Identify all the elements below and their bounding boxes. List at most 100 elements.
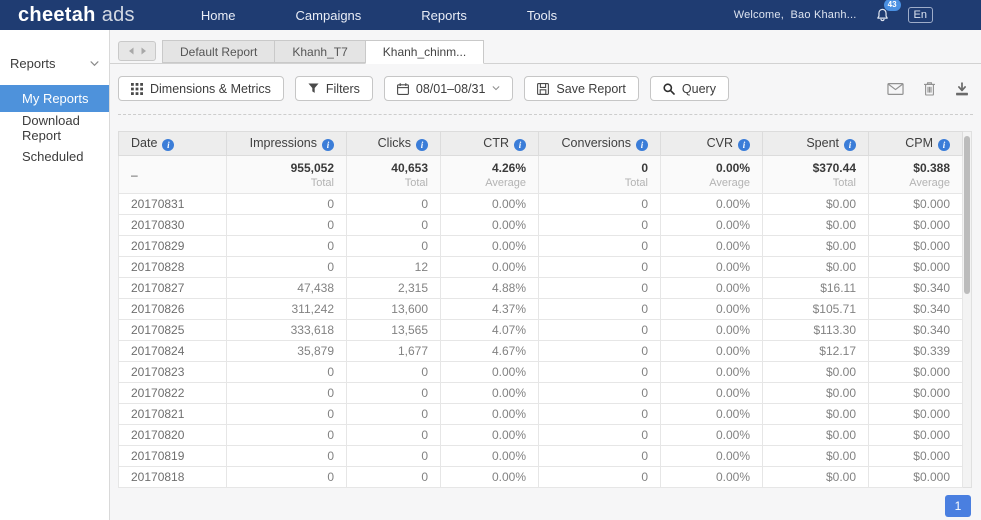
row-value-cell: 0 <box>346 445 441 467</box>
row-value-cell: $0.00 <box>762 382 869 404</box>
info-icon[interactable]: i <box>738 139 750 151</box>
tab-khanh-chinm[interactable]: Khanh_chinm... <box>364 40 485 64</box>
table-row: 20170822 0 0 0.00% 0 0.00% $0.00 $0.000 <box>118 382 963 404</box>
total-cell: 0.00% Average <box>660 155 763 194</box>
info-icon[interactable]: i <box>514 139 526 151</box>
nav-home[interactable]: Home <box>200 7 236 23</box>
tab-scroll-right-icon[interactable] <box>141 47 147 55</box>
row-value-cell: 0.00% <box>440 403 539 425</box>
sidebar-item-scheduled[interactable]: Scheduled <box>22 149 84 164</box>
row-value-cell: $0.340 <box>868 298 963 320</box>
save-report-button[interactable]: Save Report <box>524 76 639 101</box>
column-header-ctr[interactable]: CTR i <box>440 131 539 156</box>
row-value-cell: 333,618 <box>226 319 347 341</box>
notifications-button[interactable]: 43 <box>875 0 901 23</box>
welcome-label: Welcome, <box>733 9 784 21</box>
row-value-cell: 0 <box>538 298 661 320</box>
page-1-button[interactable]: 1 <box>945 495 971 517</box>
row-value-cell: 0.00% <box>440 361 539 383</box>
row-value-cell: 0 <box>226 424 347 446</box>
report-tabs: Default Report Khanh_T7 Khanh_chinm... <box>110 30 981 64</box>
row-value-cell: 0 <box>538 445 661 467</box>
table-scrollbar-thumb[interactable] <box>964 136 970 294</box>
row-value-cell: 4.07% <box>440 319 539 341</box>
row-date-cell: 20170829 <box>118 235 227 257</box>
row-value-cell: $0.000 <box>868 424 963 446</box>
row-value-cell: 311,242 <box>226 298 347 320</box>
row-value-cell: 0 <box>226 214 347 236</box>
nav-campaigns[interactable]: Campaigns <box>295 7 362 23</box>
column-header-conversions[interactable]: Conversions i <box>538 131 661 156</box>
row-value-cell: 0.00% <box>440 214 539 236</box>
username[interactable]: Bao Khanh... <box>790 9 857 21</box>
row-date-cell: 20170826 <box>118 298 227 320</box>
info-icon[interactable]: i <box>636 139 648 151</box>
total-cell: 4.26% Average <box>440 155 539 194</box>
row-value-cell: $0.00 <box>762 235 869 257</box>
sidebar-item-download-report[interactable]: Download Report <box>22 112 80 143</box>
row-value-cell: $0.000 <box>868 361 963 383</box>
language-selector[interactable]: En <box>907 7 933 23</box>
table-row: 20170823 0 0 0.00% 0 0.00% $0.00 $0.000 <box>118 361 963 383</box>
row-value-cell: 12 <box>346 256 441 278</box>
row-value-cell: 0 <box>226 361 347 383</box>
tab-khanh-t7[interactable]: Khanh_T7 <box>274 40 366 63</box>
row-value-cell: 0 <box>346 214 441 236</box>
tab-default-report[interactable]: Default Report <box>162 40 276 63</box>
column-header-spent[interactable]: Spent i <box>762 131 869 156</box>
filters-button[interactable]: Filters <box>294 76 373 101</box>
row-date-cell: 20170820 <box>118 424 227 446</box>
column-header-cvr[interactable]: CVR i <box>660 131 763 156</box>
row-date-cell: 20170828 <box>118 256 227 278</box>
column-header-date[interactable]: Date i <box>118 131 227 156</box>
query-button[interactable]: Query <box>649 76 729 101</box>
report-table: Date i Impressions i Clicks i CTR i Conversi… <box>118 131 963 488</box>
mail-icon[interactable] <box>887 82 904 95</box>
sidebar-item-my-reports[interactable]: My Reports <box>0 85 109 112</box>
trash-icon[interactable] <box>923 81 936 96</box>
info-icon[interactable]: i <box>844 139 856 151</box>
column-header-clicks[interactable]: Clicks i <box>346 131 441 156</box>
brand-logo[interactable]: cheetah ads <box>18 0 135 30</box>
row-value-cell: $0.000 <box>868 445 963 467</box>
download-icon[interactable] <box>955 81 969 96</box>
row-value-cell: 0.00% <box>660 193 763 215</box>
total-cell: 0 Total <box>538 155 661 194</box>
total-value: $0.388 <box>913 161 950 175</box>
row-date-cell: 20170824 <box>118 340 227 362</box>
total-row: – 955,052 Total 40,653 Total 4.26% Average … <box>118 155 963 194</box>
tab-scroll-left-icon[interactable] <box>128 47 134 55</box>
column-label: Date <box>131 136 158 150</box>
table-scrollbar[interactable] <box>963 131 972 488</box>
row-value-cell: $0.000 <box>868 214 963 236</box>
nav-tools[interactable]: Tools <box>526 7 558 23</box>
total-value: 40,653 <box>391 161 428 175</box>
row-value-cell: 0 <box>538 319 661 341</box>
nav-reports[interactable]: Reports <box>421 7 467 23</box>
sidebar-section-reports[interactable]: Reports <box>0 52 109 85</box>
column-header-cpm[interactable]: CPM i <box>868 131 963 156</box>
sidebar: Reports My Reports Download Report Sched… <box>0 30 110 520</box>
row-value-cell: 0.00% <box>440 193 539 215</box>
chevron-down-icon <box>492 86 500 91</box>
row-value-cell: $0.00 <box>762 256 869 278</box>
table-body: – 955,052 Total 40,653 Total 4.26% Average … <box>118 155 963 488</box>
chevron-down-icon <box>90 60 99 67</box>
info-icon[interactable]: i <box>322 139 334 151</box>
info-icon[interactable]: i <box>162 139 175 151</box>
report-action-icons <box>887 81 969 96</box>
date-range-label: 08/01–08/31 <box>415 81 486 96</box>
row-value-cell: $0.000 <box>868 403 963 425</box>
total-sublabel: Total <box>624 177 648 189</box>
info-icon[interactable]: i <box>416 139 428 151</box>
dimensions-metrics-button[interactable]: Dimensions & Metrics <box>118 76 284 101</box>
tab-scroll-arrows[interactable] <box>118 41 156 61</box>
column-header-impressions[interactable]: Impressions i <box>226 131 347 156</box>
date-range-button[interactable]: 08/01–08/31 <box>383 76 514 101</box>
row-date-cell: 20170818 <box>118 466 227 488</box>
grid-icon <box>131 82 143 95</box>
column-label: CPM <box>905 136 933 150</box>
row-date-cell: 20170821 <box>118 403 227 425</box>
table-row: 20170831 0 0 0.00% 0 0.00% $0.00 $0.000 <box>118 193 963 215</box>
info-icon[interactable]: i <box>938 139 950 151</box>
